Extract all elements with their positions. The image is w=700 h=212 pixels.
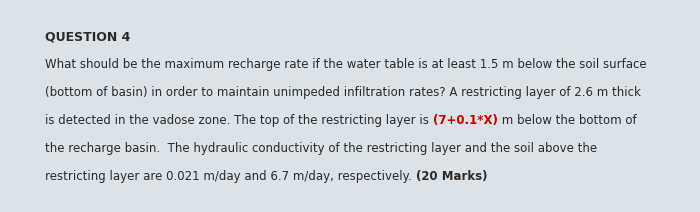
Text: (7+0.1*X): (7+0.1*X) [433,114,498,127]
Text: What should be the maximum recharge rate if the water table is at least 1.5 m be: What should be the maximum recharge rate… [45,58,647,71]
Text: the recharge basin.  The hydraulic conductivity of the restricting layer and the: the recharge basin. The hydraulic conduc… [45,142,597,155]
Text: (20 Marks): (20 Marks) [416,170,487,183]
Text: is detected in the vadose zone. The top of the restricting layer is: is detected in the vadose zone. The top … [45,114,433,127]
Text: restricting layer are 0.021 m/day and 6.7 m/day, respectively.: restricting layer are 0.021 m/day and 6.… [45,170,416,183]
Text: (bottom of basin) in order to maintain unimpeded infiltration rates? A restricti: (bottom of basin) in order to maintain u… [45,86,641,99]
Text: m below the bottom of: m below the bottom of [498,114,636,127]
Text: QUESTION 4: QUESTION 4 [45,30,130,43]
